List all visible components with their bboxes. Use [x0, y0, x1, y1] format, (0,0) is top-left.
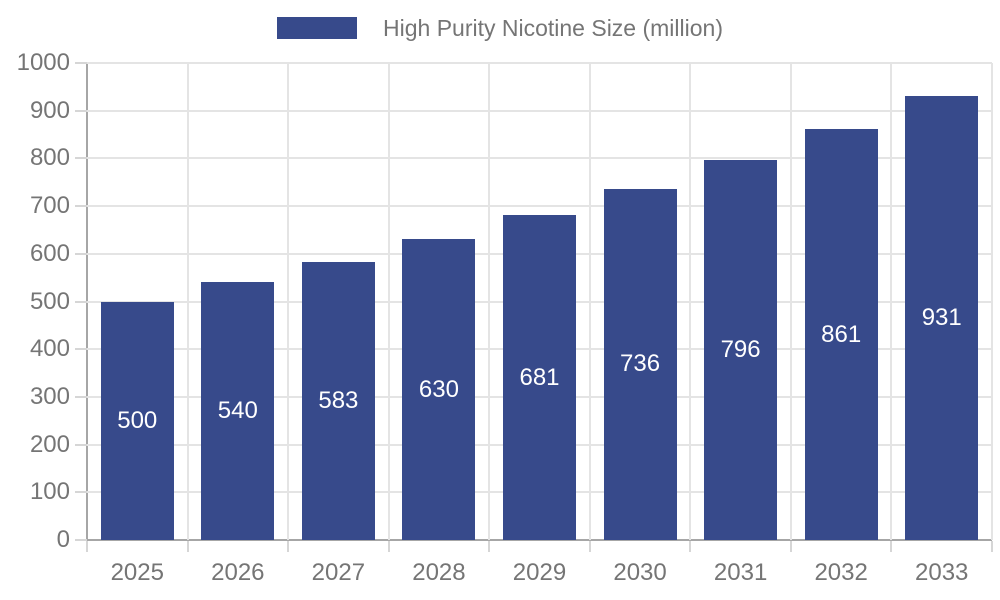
bar[interactable]: 540 — [201, 282, 275, 540]
bar-value-label: 630 — [418, 375, 459, 403]
gridline-horizontal — [87, 205, 992, 208]
y-axis-tick-label: 0 — [56, 526, 70, 553]
y-axis-tick-label: 900 — [29, 96, 70, 124]
x-axis-tick — [488, 541, 491, 552]
bar[interactable]: 681 — [503, 215, 576, 540]
bar-value-label: 500 — [117, 406, 158, 434]
bar-value-label: 931 — [921, 303, 962, 331]
x-axis-tick — [387, 541, 390, 552]
x-axis-tick — [287, 541, 290, 552]
y-axis-tick-label: 800 — [29, 144, 70, 172]
bar[interactable]: 861 — [804, 129, 878, 540]
x-axis-tick — [186, 541, 189, 552]
legend[interactable]: High Purity Nicotine Size (million) — [0, 14, 1000, 42]
gridline-vertical — [287, 63, 290, 540]
y-axis-tick — [75, 205, 87, 208]
x-axis-tick — [890, 541, 893, 552]
bar-value-label: 736 — [620, 350, 661, 378]
x-axis-tick-label: 2031 — [713, 559, 768, 586]
x-axis-tick-label: 2032 — [814, 559, 868, 586]
y-axis-tick — [75, 62, 87, 64]
y-axis-tick — [75, 491, 87, 494]
bar[interactable]: 583 — [301, 261, 375, 540]
x-axis-line — [75, 539, 992, 541]
x-axis-tick — [789, 541, 792, 552]
y-axis-tick — [75, 300, 87, 303]
x-axis-tick-label: 2025 — [110, 559, 164, 586]
bar-value-label: 540 — [217, 397, 258, 425]
y-axis-tick-label: 700 — [29, 192, 70, 220]
y-axis-tick-label: 400 — [29, 335, 70, 363]
y-axis-tick-label: 100 — [29, 478, 70, 506]
x-axis-tick — [689, 541, 692, 552]
bar[interactable]: 931 — [905, 95, 979, 540]
bar[interactable]: 500 — [100, 301, 174, 540]
bar-value-label: 681 — [519, 363, 560, 391]
gridline-vertical — [991, 63, 993, 540]
x-axis-tick — [86, 541, 88, 552]
y-axis-tick-label: 300 — [29, 382, 70, 410]
y-axis-tick-label: 600 — [29, 239, 70, 267]
y-axis-tick — [75, 109, 87, 112]
x-axis-tick-label: 2029 — [512, 559, 567, 586]
gridline-vertical — [890, 63, 893, 540]
bar-value-label: 583 — [318, 386, 359, 414]
y-axis-tick — [75, 348, 87, 351]
bar[interactable]: 736 — [603, 188, 677, 540]
x-axis-tick — [588, 541, 591, 552]
gridline-vertical — [186, 63, 189, 540]
bar-value-label: 861 — [821, 320, 862, 348]
y-axis-tick — [75, 252, 87, 255]
gridline-vertical — [387, 63, 390, 540]
y-axis-tick — [75, 157, 87, 160]
y-axis-tick-label: 500 — [29, 287, 70, 315]
gridline-vertical — [488, 63, 491, 540]
gridline-vertical — [588, 63, 591, 540]
x-axis-tick-label: 2028 — [412, 559, 466, 586]
legend-swatch-icon — [277, 17, 357, 39]
legend-label: High Purity Nicotine Size (million) — [383, 14, 723, 41]
bar-value-label: 796 — [720, 336, 761, 364]
x-axis-tick-label: 2033 — [915, 559, 969, 586]
x-axis-tick-label: 2027 — [311, 559, 366, 586]
y-axis-tick — [75, 395, 87, 398]
y-axis-tick-label: 200 — [29, 430, 70, 458]
bar[interactable]: 630 — [402, 239, 476, 540]
y-axis-line — [86, 63, 88, 552]
x-axis-tick-label: 2030 — [613, 559, 667, 586]
gridline-vertical — [689, 63, 692, 540]
y-axis-tick-label: 1000 — [16, 49, 70, 76]
x-axis-tick-label: 2026 — [211, 559, 265, 586]
x-axis-tick — [991, 541, 993, 552]
y-axis-tick — [75, 443, 87, 446]
bar[interactable]: 796 — [704, 160, 778, 540]
y-axis-tick — [75, 539, 87, 541]
plot-area: 500 540 583 630 681 736 796 861 931 — [87, 62, 993, 540]
gridline-vertical — [789, 63, 792, 540]
gridline-horizontal — [87, 157, 992, 160]
gridline-horizontal — [87, 109, 992, 112]
gridline-horizontal — [87, 62, 992, 64]
